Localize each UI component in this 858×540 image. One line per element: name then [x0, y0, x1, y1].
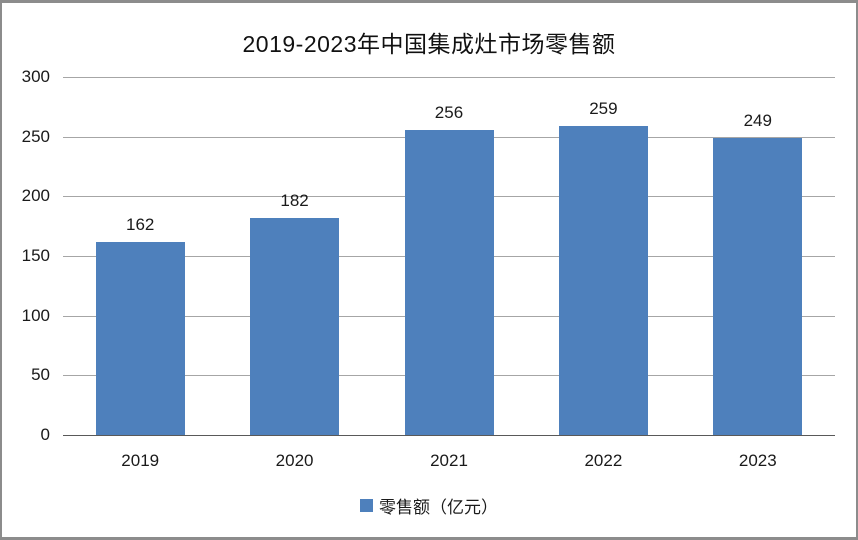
- bar-2022: [558, 125, 648, 435]
- plot-area: 162 182 256 259 249: [63, 77, 835, 436]
- bar-2023: [713, 137, 803, 435]
- y-tick-label: 150: [21, 246, 50, 265]
- bar-value-label: 249: [743, 110, 772, 130]
- bar-value-label: 256: [434, 102, 464, 122]
- bar-2020: [250, 217, 340, 435]
- bar-value-label: 162: [126, 214, 155, 234]
- x-tick-label: 2023: [738, 451, 777, 470]
- y-tick-label: 300: [21, 67, 50, 86]
- legend-marker-square-icon: [360, 499, 373, 512]
- bar-2021: [404, 129, 494, 435]
- x-tick-label: 2022: [584, 451, 623, 470]
- y-tick-label: 200: [21, 186, 50, 206]
- bar-value-label: 259: [589, 98, 618, 118]
- y-tick-label: 100: [21, 305, 50, 325]
- y-tick-label: 0: [40, 425, 50, 444]
- x-tick-label: 2019: [121, 451, 160, 470]
- bar-2019: [95, 241, 185, 435]
- legend: 零售额（亿元）: [2, 493, 856, 518]
- chart-title: 2019-2023年中国集成灶市场零售额: [242, 31, 616, 57]
- x-tick-label: 2020: [275, 451, 314, 470]
- x-axis-line: [63, 435, 835, 436]
- y-tick-label: 250: [21, 126, 50, 146]
- bar-value-label: 182: [280, 190, 309, 210]
- legend-series-label: 零售额（亿元）: [379, 498, 498, 517]
- gridline: [63, 77, 835, 78]
- y-tick-label: 50: [31, 365, 50, 385]
- x-tick-label: 2021: [430, 451, 468, 470]
